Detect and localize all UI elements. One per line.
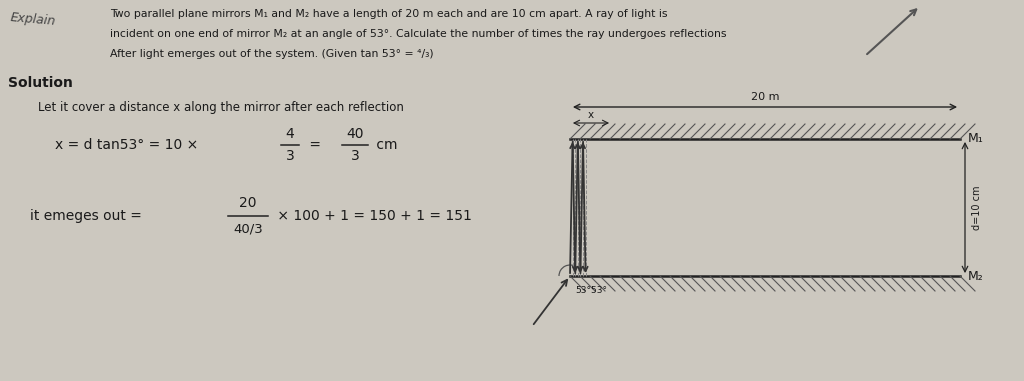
Text: 20: 20 — [240, 196, 257, 210]
Text: 53°53°: 53°53° — [575, 286, 607, 295]
Text: it emeges out =: it emeges out = — [30, 209, 146, 223]
Text: x = d tan53° = 10 ×: x = d tan53° = 10 × — [55, 138, 203, 152]
Text: After light emerges out of the system. (Given tan 53° = ⁴/₃): After light emerges out of the system. (… — [110, 49, 433, 59]
Text: =: = — [305, 138, 326, 152]
Text: 40: 40 — [346, 127, 364, 141]
Text: M₁: M₁ — [968, 133, 984, 146]
Text: x: x — [588, 110, 594, 120]
Text: Let it cover a distance x along the mirror after each reflection: Let it cover a distance x along the mirr… — [38, 101, 403, 114]
Text: M₂: M₂ — [968, 269, 984, 282]
Text: Solution: Solution — [8, 76, 73, 90]
Text: 3: 3 — [286, 149, 294, 163]
Text: Two parallel plane mirrors M₁ and M₂ have a length of 20 m each and are 10 cm ap: Two parallel plane mirrors M₁ and M₂ hav… — [110, 9, 668, 19]
Text: × 100 + 1 = 150 + 1 = 151: × 100 + 1 = 150 + 1 = 151 — [273, 209, 472, 223]
Text: d=10 cm: d=10 cm — [972, 185, 982, 230]
Text: cm: cm — [372, 138, 397, 152]
Text: incident on one end of mirror M₂ at an angle of 53°. Calculate the number of tim: incident on one end of mirror M₂ at an a… — [110, 29, 726, 39]
Text: Explain: Explain — [10, 11, 56, 28]
Text: 40/3: 40/3 — [233, 223, 263, 235]
Text: 4: 4 — [286, 127, 294, 141]
Text: 20 m: 20 m — [751, 92, 779, 102]
Text: 3: 3 — [350, 149, 359, 163]
